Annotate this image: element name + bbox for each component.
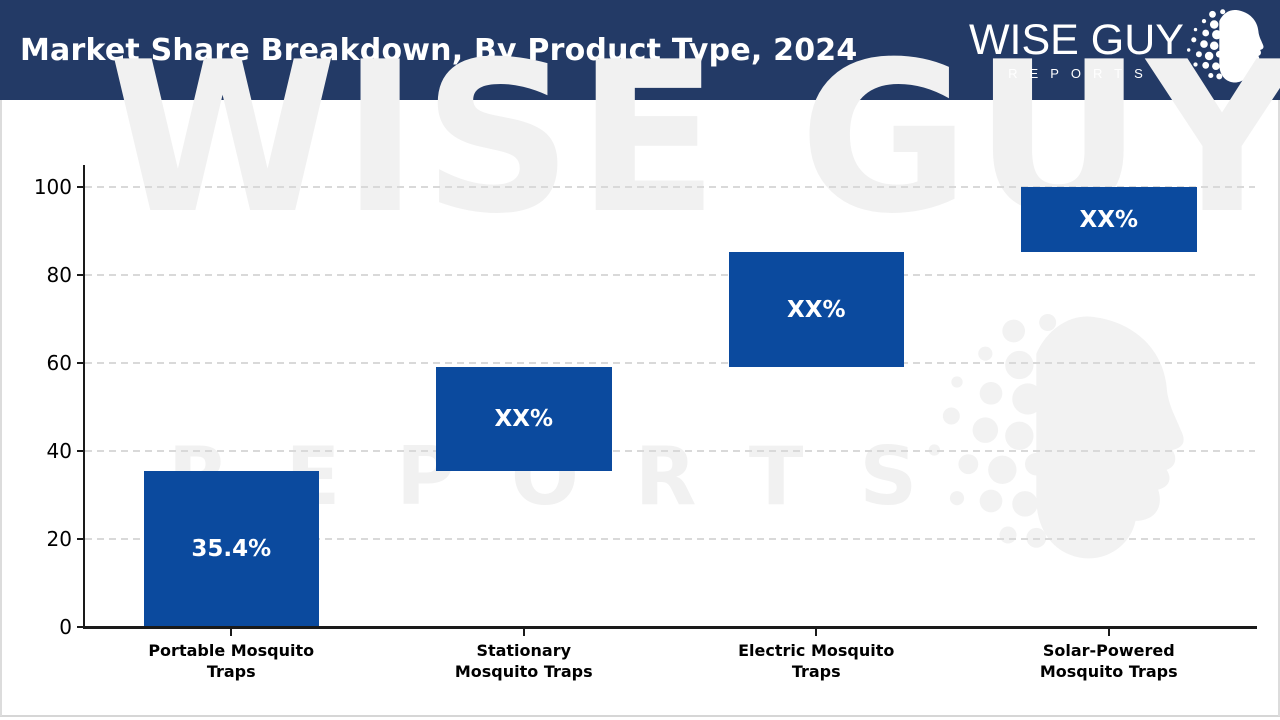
y-tick-label: 100 bbox=[33, 175, 72, 199]
category-label-line: Traps bbox=[206, 662, 256, 681]
logo-sub-label: REPORTS bbox=[1008, 66, 1155, 81]
left-edge-line bbox=[0, 100, 2, 716]
watermark-face-dots-icon bbox=[928, 314, 1184, 559]
bar-solar-powered-mosquito-traps: XX% bbox=[1021, 187, 1197, 253]
y-tick-mark bbox=[77, 362, 85, 364]
y-tick-mark bbox=[77, 186, 85, 188]
bar-value-label: XX% bbox=[494, 406, 553, 433]
y-tick-mark bbox=[77, 538, 85, 540]
category-label-line: Stationary bbox=[476, 641, 572, 660]
y-tick-label: 80 bbox=[46, 263, 72, 287]
category-label-line: Mosquito Traps bbox=[454, 662, 593, 681]
gridline-80 bbox=[85, 274, 1255, 276]
gridline-60 bbox=[85, 362, 1255, 364]
y-tick-mark bbox=[77, 450, 85, 452]
logo-brand-label: WISE GUY bbox=[968, 16, 1184, 64]
x-tick-mark bbox=[522, 628, 525, 636]
page-title: Market Share Breakdown, By Product Type,… bbox=[20, 32, 858, 68]
wiseguy-logo-text: WISE GUY REPORTS bbox=[968, 16, 1184, 82]
bar-portable-mosquito-traps: 35.4% bbox=[143, 471, 319, 627]
category-label-electric-mosquito-traps: Electric Mosquito Traps bbox=[666, 640, 966, 682]
y-tick-label: 40 bbox=[46, 439, 72, 463]
y-tick-mark bbox=[77, 274, 85, 276]
y-tick-mark bbox=[77, 626, 85, 628]
x-tick-mark bbox=[1107, 628, 1110, 636]
category-label-line: Mosquito Traps bbox=[1039, 662, 1178, 681]
gridline-40 bbox=[85, 450, 1255, 452]
category-label-line: Portable Mosquito bbox=[148, 641, 315, 660]
category-label-line: Traps bbox=[791, 662, 841, 681]
chart-canvas: WISE GUY REPORTS bbox=[0, 18, 1280, 720]
gridline-100 bbox=[85, 186, 1255, 188]
right-edge-line bbox=[1278, 100, 1280, 716]
x-tick-mark bbox=[230, 628, 233, 636]
bar-stationary-mosquito-traps: XX% bbox=[436, 366, 612, 472]
x-tick-mark bbox=[815, 628, 818, 636]
category-label-portable-mosquito-traps: Portable Mosquito Traps bbox=[81, 640, 381, 682]
bar-value-label: XX% bbox=[1079, 206, 1138, 233]
y-axis-spine bbox=[83, 165, 85, 629]
y-tick-label: 60 bbox=[46, 351, 72, 375]
y-tick-label: 20 bbox=[46, 527, 72, 551]
bar-value-label: XX% bbox=[786, 296, 846, 323]
x-axis-spine bbox=[83, 626, 1257, 629]
bar-electric-mosquito-traps: XX% bbox=[728, 252, 904, 367]
bottom-rule bbox=[0, 715, 1280, 717]
category-label-stationary-mosquito-traps: Stationary Mosquito Traps bbox=[374, 640, 674, 682]
wiseguy-face-dots-icon bbox=[1187, 9, 1264, 83]
category-label-solar-powered-mosquito-traps: Solar-Powered Mosquito Traps bbox=[959, 640, 1259, 682]
category-label-line: Solar-Powered bbox=[1042, 641, 1175, 660]
wiseguy-logo: WISE GUY REPORTS bbox=[969, 4, 1272, 96]
bar-value-label: 35.4% bbox=[191, 536, 272, 563]
category-label-line: Electric Mosquito bbox=[738, 641, 895, 660]
y-tick-label: 0 bbox=[59, 615, 72, 639]
header-banner: Market Share Breakdown, By Product Type,… bbox=[0, 0, 1280, 100]
gridline-20 bbox=[85, 538, 1255, 540]
